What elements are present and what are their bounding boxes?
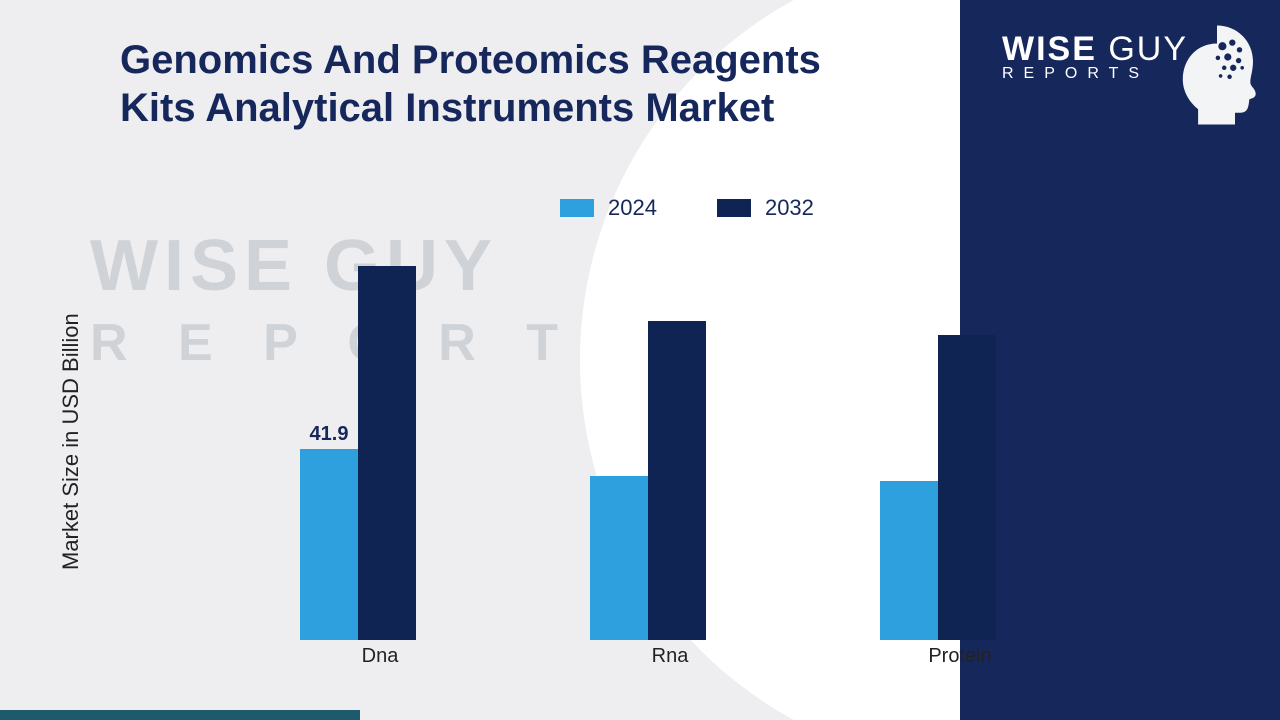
stage: { "title": "Genomics And Proteomics Reag… [0,0,1280,720]
logo-line2: REPORTS [1002,65,1252,83]
legend-label-2032: 2032 [765,195,814,221]
category-label: Protein [880,645,1040,668]
y-axis-title: Market Size in USD Billion [58,313,84,570]
logo-word-guy: GUY [1108,30,1188,68]
category-label: Dna [300,645,460,668]
bar-group: Protein [880,335,1040,640]
page-title: Genomics And Proteomics Reagents Kits An… [120,36,900,132]
category-label: Rna [590,645,750,668]
plot-area: 41.9DnaRnaProtein [190,230,1030,640]
bar-2024 [880,481,938,640]
bar-value-label: 41.9 [300,423,358,446]
bar-2032 [938,335,996,640]
legend-swatch-2024 [560,199,594,217]
bar-group: 41.9Dna [300,266,460,640]
logo-line1: WISE GUY [1002,30,1252,69]
legend-item-2024: 2024 [560,195,657,221]
bar-2024: 41.9 [300,449,358,640]
bar-group: Rna [590,321,750,640]
logo-word-wise: WISE [1002,30,1097,68]
bar-2024 [590,476,648,640]
logo: WISE GUY REPORTS [1002,30,1252,83]
bar-2032 [358,266,416,640]
bottom-accent-bar [0,710,360,720]
legend-swatch-2032 [717,199,751,217]
legend-item-2032: 2032 [717,195,814,221]
legend-label-2024: 2024 [608,195,657,221]
chart: 41.9DnaRnaProtein [90,250,940,670]
legend: 2024 2032 [560,195,814,221]
bar-2032 [648,321,706,640]
